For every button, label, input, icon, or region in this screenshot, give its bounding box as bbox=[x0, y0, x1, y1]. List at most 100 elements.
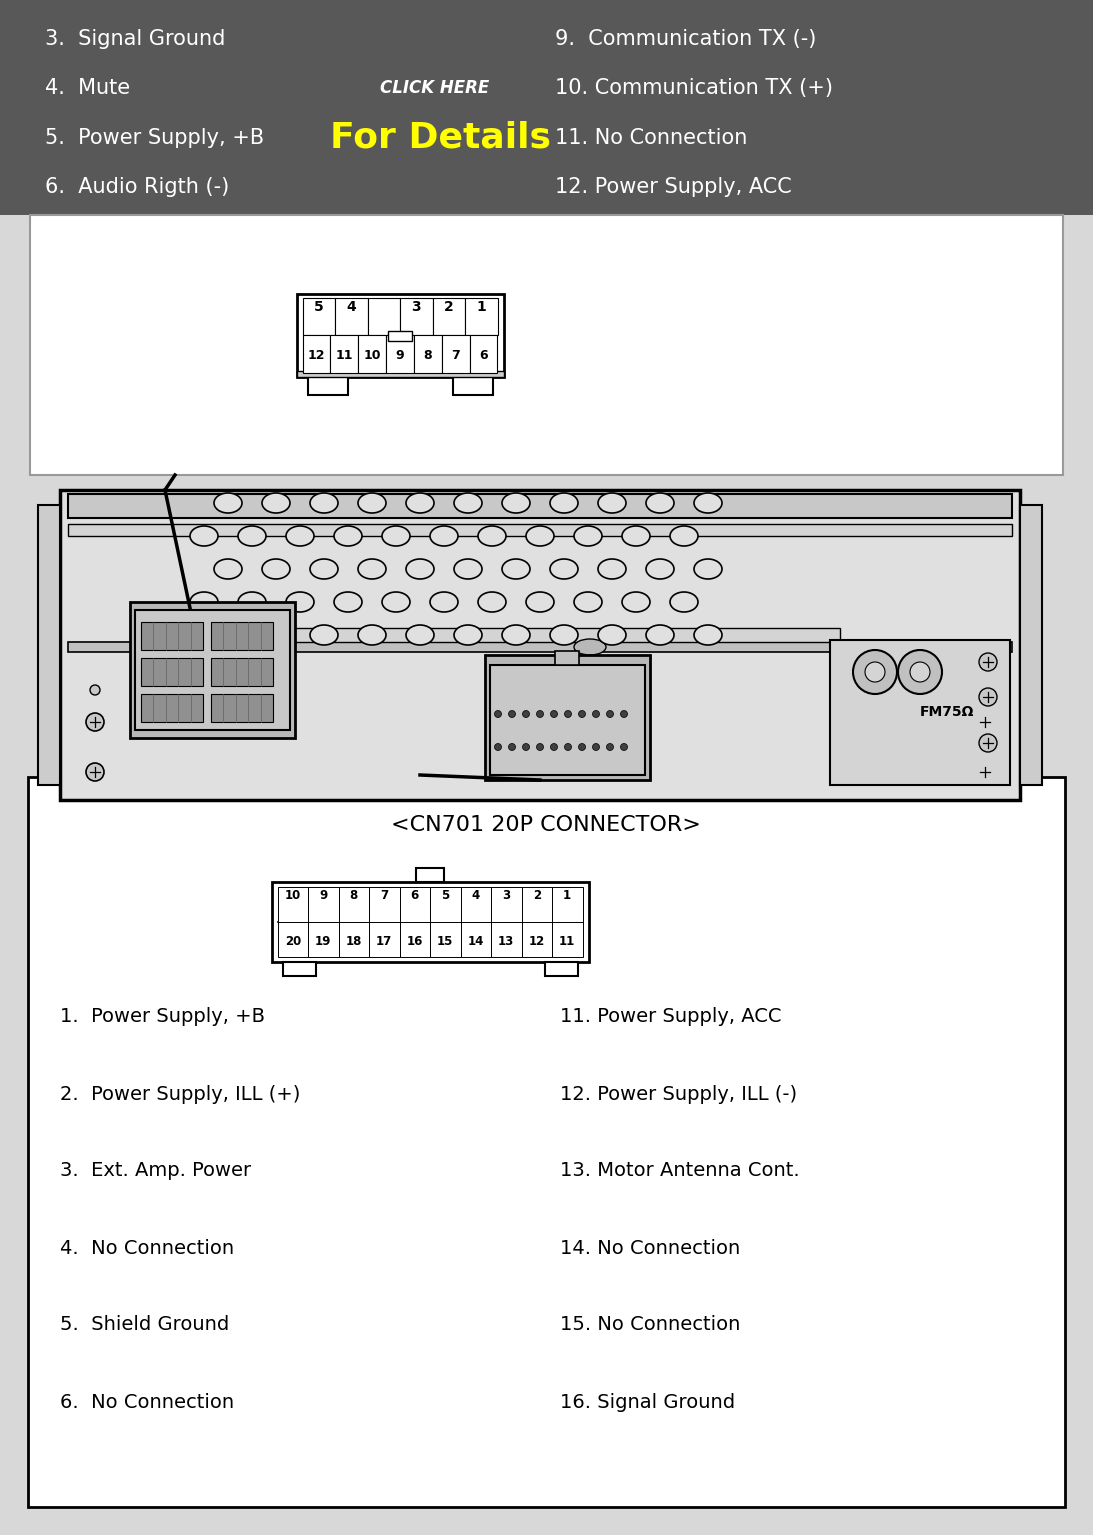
Text: 5: 5 bbox=[314, 299, 324, 313]
Ellipse shape bbox=[670, 527, 698, 546]
Text: 10: 10 bbox=[284, 889, 301, 903]
Bar bbox=[211, 694, 273, 721]
Circle shape bbox=[90, 685, 99, 695]
Bar bbox=[386, 335, 414, 373]
Circle shape bbox=[86, 763, 104, 781]
Text: 4: 4 bbox=[346, 299, 356, 313]
Bar bbox=[433, 298, 465, 335]
Bar bbox=[278, 887, 308, 923]
Circle shape bbox=[494, 743, 502, 751]
Ellipse shape bbox=[190, 593, 218, 612]
Ellipse shape bbox=[430, 593, 458, 612]
Bar bbox=[38, 505, 60, 784]
Circle shape bbox=[898, 649, 942, 694]
Text: 10: 10 bbox=[363, 348, 380, 362]
Ellipse shape bbox=[406, 559, 434, 579]
Ellipse shape bbox=[598, 625, 626, 645]
Bar bbox=[830, 640, 1010, 784]
Ellipse shape bbox=[502, 559, 530, 579]
Ellipse shape bbox=[454, 493, 482, 513]
Ellipse shape bbox=[406, 493, 434, 513]
Bar bbox=[307, 373, 348, 394]
Ellipse shape bbox=[622, 527, 650, 546]
Ellipse shape bbox=[454, 625, 482, 645]
Circle shape bbox=[86, 712, 104, 731]
Ellipse shape bbox=[550, 625, 578, 645]
Circle shape bbox=[621, 711, 627, 717]
Bar bbox=[416, 867, 444, 883]
Circle shape bbox=[976, 763, 994, 781]
Ellipse shape bbox=[502, 493, 530, 513]
Bar bbox=[430, 923, 460, 956]
Circle shape bbox=[494, 711, 502, 717]
Bar bbox=[68, 642, 1012, 652]
Text: 13. Motor Antenna Cont.: 13. Motor Antenna Cont. bbox=[560, 1162, 800, 1180]
Ellipse shape bbox=[550, 559, 578, 579]
Text: 4.  Mute: 4. Mute bbox=[45, 78, 130, 98]
Ellipse shape bbox=[310, 559, 338, 579]
Ellipse shape bbox=[670, 593, 698, 612]
Bar bbox=[430, 887, 460, 923]
Ellipse shape bbox=[238, 593, 266, 612]
Text: 3.  Signal Ground: 3. Signal Ground bbox=[45, 29, 225, 49]
Ellipse shape bbox=[694, 625, 722, 645]
Ellipse shape bbox=[646, 493, 674, 513]
Bar bbox=[68, 494, 1012, 517]
Circle shape bbox=[551, 711, 557, 717]
Circle shape bbox=[564, 711, 572, 717]
Text: 11. No Connection: 11. No Connection bbox=[555, 127, 748, 147]
Ellipse shape bbox=[214, 493, 242, 513]
Ellipse shape bbox=[214, 625, 242, 645]
Bar bbox=[490, 665, 645, 775]
Text: 16: 16 bbox=[407, 935, 423, 947]
Text: 14: 14 bbox=[468, 935, 484, 947]
Bar bbox=[136, 609, 290, 731]
Circle shape bbox=[522, 743, 529, 751]
Ellipse shape bbox=[334, 527, 362, 546]
Text: 5: 5 bbox=[442, 889, 449, 903]
Circle shape bbox=[621, 743, 627, 751]
Circle shape bbox=[537, 711, 543, 717]
Bar bbox=[521, 923, 552, 956]
Text: 6: 6 bbox=[411, 889, 419, 903]
Circle shape bbox=[564, 743, 572, 751]
Ellipse shape bbox=[550, 493, 578, 513]
Ellipse shape bbox=[262, 625, 290, 645]
Bar bbox=[141, 622, 203, 649]
Text: 9: 9 bbox=[396, 348, 404, 362]
Ellipse shape bbox=[646, 559, 674, 579]
Text: 7: 7 bbox=[451, 348, 460, 362]
Ellipse shape bbox=[502, 625, 530, 645]
Ellipse shape bbox=[310, 493, 338, 513]
Text: 11: 11 bbox=[560, 935, 575, 947]
Ellipse shape bbox=[190, 527, 218, 546]
Bar bbox=[68, 523, 1012, 536]
Bar bbox=[491, 923, 521, 956]
Text: 16. Signal Ground: 16. Signal Ground bbox=[560, 1392, 736, 1412]
Text: 19: 19 bbox=[315, 935, 331, 947]
Bar bbox=[296, 293, 504, 376]
Text: 12. Power Supply, ILL (-): 12. Power Supply, ILL (-) bbox=[560, 1085, 797, 1104]
Text: 3: 3 bbox=[411, 299, 421, 313]
Bar bbox=[141, 694, 203, 721]
Bar bbox=[334, 298, 367, 335]
Text: 4: 4 bbox=[471, 889, 480, 903]
Bar bbox=[400, 298, 433, 335]
Circle shape bbox=[508, 743, 516, 751]
Text: 4.  No Connection: 4. No Connection bbox=[60, 1239, 234, 1257]
Bar bbox=[1020, 505, 1042, 784]
Ellipse shape bbox=[406, 625, 434, 645]
Ellipse shape bbox=[238, 527, 266, 546]
Circle shape bbox=[508, 711, 516, 717]
Circle shape bbox=[592, 743, 599, 751]
Text: 9: 9 bbox=[319, 889, 328, 903]
Circle shape bbox=[910, 662, 930, 682]
Text: 1: 1 bbox=[477, 299, 486, 313]
Circle shape bbox=[979, 688, 997, 706]
Bar bbox=[211, 659, 273, 686]
Circle shape bbox=[976, 712, 994, 731]
Text: 10. Communication TX (+): 10. Communication TX (+) bbox=[555, 78, 833, 98]
Text: 12. Power Supply, ACC: 12. Power Supply, ACC bbox=[555, 177, 791, 196]
Text: For Details: For Details bbox=[330, 121, 551, 155]
Bar bbox=[359, 335, 386, 373]
